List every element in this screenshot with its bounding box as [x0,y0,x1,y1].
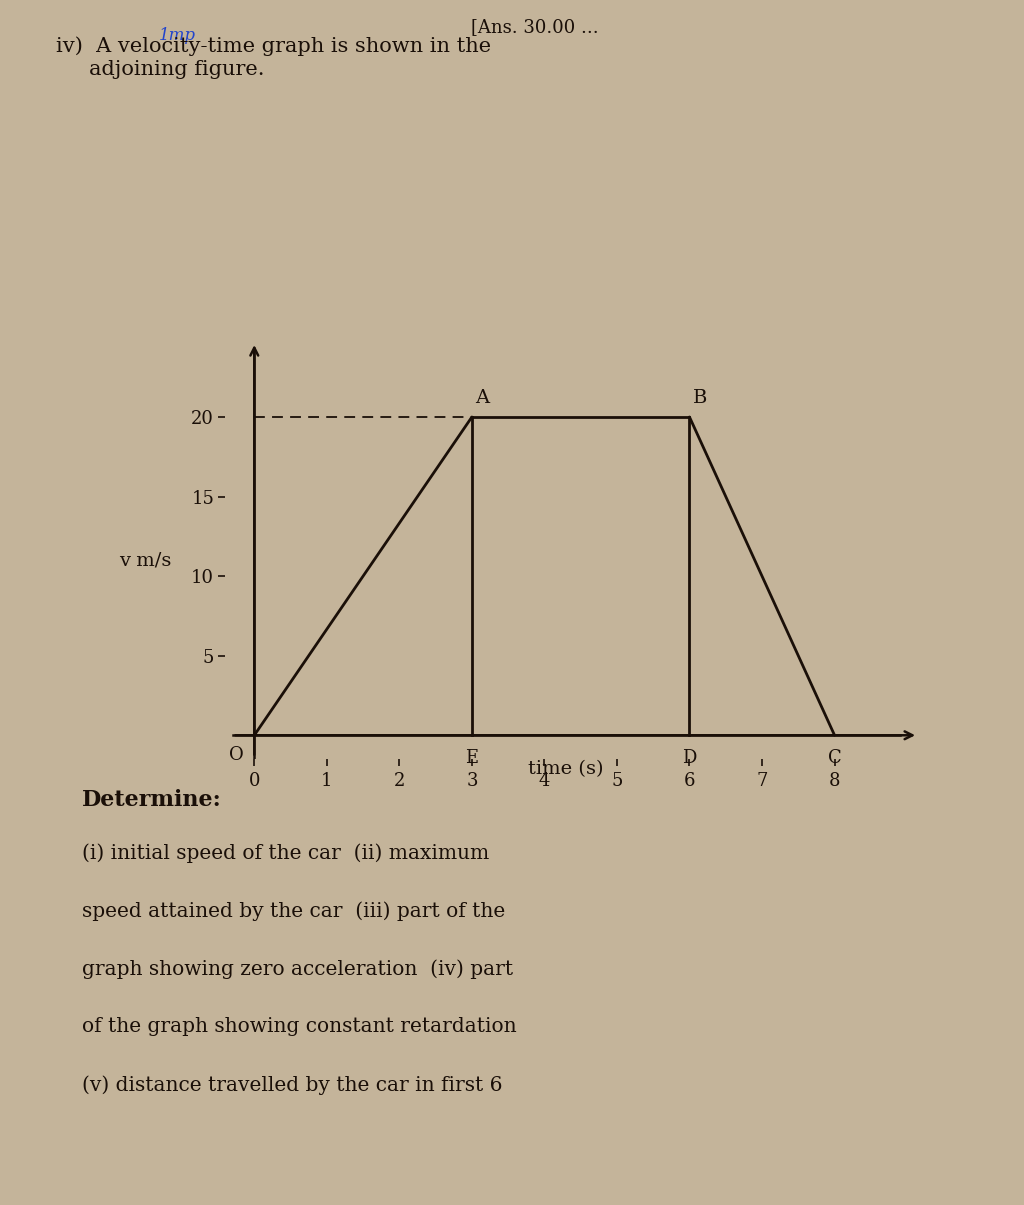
Text: v m/s: v m/s [120,551,172,569]
Text: adjoining figure.: adjoining figure. [56,60,265,80]
Text: B: B [693,389,708,407]
Text: A: A [475,389,489,407]
Text: D: D [682,748,696,766]
Text: [Ans. 30.00 ...: [Ans. 30.00 ... [471,18,599,36]
Text: C: C [827,748,842,766]
Text: graph showing zero acceleration  (iv) part: graph showing zero acceleration (iv) par… [82,959,513,978]
Text: time (s): time (s) [528,760,604,778]
Text: iv)  A velocity-time graph is shown in the: iv) A velocity-time graph is shown in th… [56,36,492,55]
Text: O: O [228,746,244,764]
Text: speed attained by the car  (iii) part of the: speed attained by the car (iii) part of … [82,901,505,921]
Text: Determine:: Determine: [82,789,221,811]
Text: E: E [465,748,478,766]
Text: of the graph showing constant retardation: of the graph showing constant retardatio… [82,1017,516,1036]
Text: (v) distance travelled by the car in first 6: (v) distance travelled by the car in fir… [82,1075,503,1094]
Text: 1mp: 1mp [159,27,196,43]
Text: (i) initial speed of the car  (ii) maximum: (i) initial speed of the car (ii) maximu… [82,844,489,863]
